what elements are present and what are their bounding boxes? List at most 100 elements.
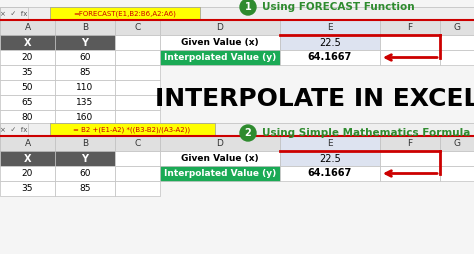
Bar [55, 80, 115, 95]
Text: 64.1667: 64.1667 [308, 53, 352, 62]
Bar [0, 80, 55, 95]
Text: 35: 35 [22, 184, 33, 193]
Bar [115, 50, 160, 65]
Bar [160, 50, 280, 65]
Bar [160, 166, 280, 181]
Text: ×  ✓  fx: × ✓ fx [0, 10, 27, 17]
Bar [0, 136, 55, 151]
Bar [380, 35, 440, 50]
Text: Interpolated Value (y): Interpolated Value (y) [164, 169, 276, 178]
Bar [115, 110, 160, 125]
Text: 2: 2 [245, 128, 251, 138]
Bar [280, 35, 380, 50]
Text: A: A [25, 139, 30, 148]
Text: 22.5: 22.5 [319, 153, 341, 164]
Bar [0, 151, 55, 166]
Bar [115, 136, 160, 151]
Text: 65: 65 [22, 98, 33, 107]
Bar [380, 136, 440, 151]
Text: 50: 50 [22, 83, 33, 92]
Text: Using FORECAST Function: Using FORECAST Function [262, 2, 415, 12]
Text: 160: 160 [76, 113, 94, 122]
Text: G: G [454, 139, 461, 148]
Bar [115, 20, 160, 35]
Text: 135: 135 [76, 98, 94, 107]
Bar [160, 136, 280, 151]
Text: = B2 +(E1-A2) *((B3-B2)/(A3-A2)): = B2 +(E1-A2) *((B3-B2)/(A3-A2)) [73, 126, 191, 133]
Text: C: C [134, 139, 141, 148]
Bar [280, 166, 380, 181]
Bar [0, 123, 28, 136]
Text: ×  ✓  fx: × ✓ fx [0, 126, 27, 133]
Text: 85: 85 [79, 184, 91, 193]
Text: E: E [327, 139, 333, 148]
Text: 22.5: 22.5 [319, 38, 341, 47]
Bar [50, 7, 200, 20]
Text: D: D [217, 23, 223, 32]
Text: Interpolated Value (y): Interpolated Value (y) [164, 53, 276, 62]
Bar [115, 151, 160, 166]
Bar [0, 35, 55, 50]
Text: Given Value (x): Given Value (x) [181, 38, 259, 47]
Bar [0, 7, 474, 20]
Text: 85: 85 [79, 68, 91, 77]
Bar [115, 65, 160, 80]
Bar [440, 151, 474, 166]
Text: F: F [408, 23, 412, 32]
Bar [50, 123, 215, 136]
Text: B: B [82, 139, 88, 148]
Bar [380, 20, 440, 35]
Text: E: E [327, 23, 333, 32]
Text: 1: 1 [245, 2, 251, 12]
Bar [115, 35, 160, 50]
Text: 110: 110 [76, 83, 94, 92]
Bar [115, 80, 160, 95]
Bar [160, 151, 280, 166]
Bar [440, 136, 474, 151]
Text: 64.1667: 64.1667 [308, 168, 352, 179]
Text: A: A [25, 23, 30, 32]
Text: F: F [408, 139, 412, 148]
Bar [115, 181, 160, 196]
Bar [0, 65, 55, 80]
Bar [0, 95, 55, 110]
Bar [0, 50, 55, 65]
Bar [380, 151, 440, 166]
Bar [115, 95, 160, 110]
Bar [0, 110, 55, 125]
Bar [55, 50, 115, 65]
Text: X: X [24, 153, 31, 164]
Text: B: B [82, 23, 88, 32]
Text: Y: Y [82, 153, 89, 164]
Bar [380, 50, 440, 65]
Bar [55, 95, 115, 110]
Text: 60: 60 [79, 53, 91, 62]
Text: Using Simple Mathematics Formula: Using Simple Mathematics Formula [262, 128, 470, 138]
Text: 60: 60 [79, 169, 91, 178]
Circle shape [240, 125, 256, 141]
Bar [0, 181, 55, 196]
Text: G: G [454, 23, 461, 32]
Text: Y: Y [82, 38, 89, 47]
Bar [0, 20, 55, 35]
Bar [115, 166, 160, 181]
Bar [55, 136, 115, 151]
Text: X: X [24, 38, 31, 47]
Text: D: D [217, 139, 223, 148]
Bar [55, 20, 115, 35]
Bar [0, 123, 474, 136]
Bar [0, 7, 28, 20]
Bar [280, 50, 380, 65]
Text: 80: 80 [22, 113, 33, 122]
Bar [280, 136, 380, 151]
Bar [440, 50, 474, 65]
Text: Given Value (x): Given Value (x) [181, 154, 259, 163]
Bar [55, 181, 115, 196]
Text: 20: 20 [22, 169, 33, 178]
Bar [160, 35, 280, 50]
Text: INTERPOLATE IN EXCEL: INTERPOLATE IN EXCEL [155, 87, 474, 111]
Circle shape [240, 0, 256, 15]
Text: C: C [134, 23, 141, 32]
Bar [0, 136, 474, 151]
Text: 20: 20 [22, 53, 33, 62]
